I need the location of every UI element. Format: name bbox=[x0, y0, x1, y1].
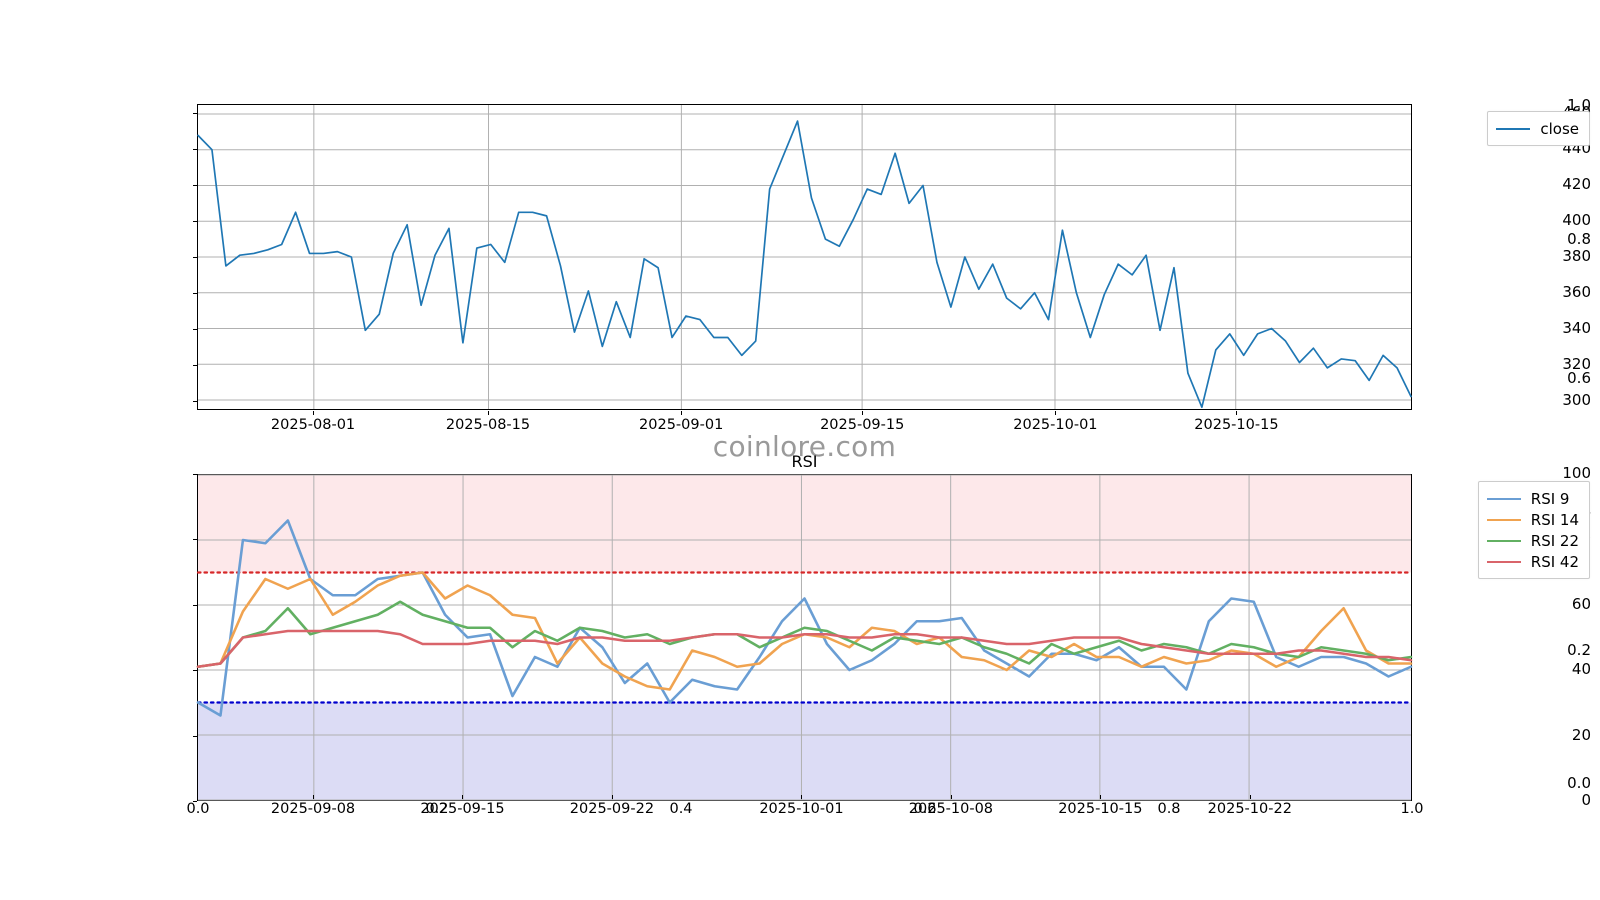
rsi-x-tick-mark bbox=[313, 795, 315, 799]
price-y-tick-mark bbox=[193, 293, 197, 294]
price-x-tick-mark bbox=[681, 411, 683, 415]
rsi-y-tick-mark bbox=[193, 801, 197, 802]
rsi-shaded-band bbox=[198, 702, 1411, 800]
legend-color-swatch bbox=[1486, 539, 1521, 542]
rsi-x-tick-label: 2025-10-15 bbox=[1058, 801, 1143, 817]
price-y-tick-label-overlay: 0.8 bbox=[1567, 230, 1591, 248]
rsi-shaded-band bbox=[198, 475, 1411, 573]
price-line-close bbox=[197, 120, 1412, 409]
rsi-y-tick-label: 100 bbox=[1562, 464, 1591, 482]
price-x-tick-label: 2025-09-15 bbox=[820, 417, 905, 433]
price-y-tick-label: 380 bbox=[1562, 247, 1591, 265]
price-y-tick-label-overlay: 0.6 bbox=[1567, 369, 1591, 387]
price-x-tick-mark bbox=[862, 411, 864, 415]
rsi-chart-panel bbox=[196, 474, 1413, 801]
watermark: coinlore.com bbox=[712, 430, 897, 463]
rsi-x-tick-label-overlay: 0.6 bbox=[913, 801, 937, 817]
rsi-x-tick-label: 2025-09-22 bbox=[569, 801, 655, 817]
price-plot-area bbox=[197, 105, 1412, 409]
price-legend: close bbox=[1487, 111, 1590, 146]
rsi-x-tick-label-overlay: 0.4 bbox=[669, 801, 693, 817]
price-y-tick-mark bbox=[193, 365, 197, 366]
rsi-x-tick-mark bbox=[801, 795, 803, 799]
price-y-tick-mark bbox=[193, 221, 197, 222]
rsi-x-tick-label: 2025-10-08 bbox=[908, 801, 994, 817]
price-y-tick-label: 300 bbox=[1562, 391, 1591, 409]
legend-item[interactable]: close bbox=[1496, 118, 1579, 139]
legend-item[interactable]: RSI 9 bbox=[1486, 488, 1579, 509]
price-x-tick-label: 2025-10-01 bbox=[1013, 417, 1098, 433]
rsi-line-rsi-42 bbox=[196, 629, 1413, 669]
rsi-y-tick-label: 20 bbox=[1571, 725, 1591, 744]
rsi-x-tick-mark bbox=[611, 795, 613, 799]
rsi-x-tick-mark bbox=[1249, 795, 1251, 799]
rsi-x-tick-label: 2025-09-08 bbox=[270, 801, 356, 817]
price-y-tick-mark bbox=[193, 329, 197, 330]
legend-item[interactable]: RSI 22 bbox=[1486, 530, 1579, 551]
legend-color-swatch bbox=[1486, 560, 1521, 563]
price-y-tick-label-overlay: 1.0 bbox=[1567, 96, 1591, 114]
rsi-x-tick-mark bbox=[1100, 795, 1102, 799]
rsi-y-tick-label: 60 bbox=[1571, 594, 1591, 613]
rsi-plot-area bbox=[196, 474, 1413, 801]
rsi-y-tick-mark bbox=[193, 539, 197, 541]
rsi-x-tick-label-overlay: 0.8 bbox=[1157, 801, 1181, 817]
price-y-tick-label: 420 bbox=[1562, 175, 1591, 193]
legend-label: RSI 22 bbox=[1530, 531, 1579, 550]
rsi-x-tick-label-overlay: 0.2 bbox=[425, 801, 449, 817]
legend-label: close bbox=[1540, 119, 1579, 138]
price-y-tick-mark bbox=[193, 185, 197, 186]
legend-color-swatch bbox=[1486, 497, 1521, 500]
price-y-tick-mark bbox=[193, 257, 197, 258]
price-y-tick-mark bbox=[193, 401, 197, 402]
legend-label: RSI 14 bbox=[1530, 510, 1579, 529]
price-x-tick-mark bbox=[1055, 411, 1057, 415]
rsi-legend: RSI 9 RSI 14 RSI 22 RSI 42 bbox=[1477, 481, 1590, 579]
price-x-tick-label: 2025-09-01 bbox=[639, 417, 724, 433]
legend-item[interactable]: RSI 42 bbox=[1486, 551, 1579, 572]
legend-item[interactable]: RSI 14 bbox=[1486, 509, 1579, 530]
rsi-y-tick-mark bbox=[193, 604, 197, 606]
price-y-tick-label: 400 bbox=[1562, 211, 1591, 229]
legend-color-swatch bbox=[1496, 127, 1531, 130]
rsi-y-tick-mark bbox=[193, 735, 197, 737]
price-y-tick-mark bbox=[193, 149, 197, 150]
price-x-tick-label: 2025-08-01 bbox=[270, 417, 356, 433]
price-y-tick-label: 340 bbox=[1562, 319, 1591, 337]
rsi-y-tick-mark bbox=[193, 670, 197, 672]
legend-color-swatch bbox=[1486, 518, 1521, 521]
rsi-x-tick-label-overlay: 1.0 bbox=[1400, 801, 1424, 817]
rsi-y-tick-label-overlay: 0.0 bbox=[1567, 774, 1591, 792]
rsi-x-tick-label: 2025-10-22 bbox=[1207, 801, 1292, 817]
price-x-tick-mark bbox=[313, 411, 315, 415]
price-chart-panel bbox=[197, 104, 1412, 410]
rsi-x-tick-mark bbox=[950, 795, 952, 799]
price-x-tick-mark bbox=[487, 411, 489, 415]
rsi-panel-title: RSI bbox=[791, 452, 818, 471]
rsi-y-tick-label-overlay: 0.2 bbox=[1567, 641, 1591, 659]
price-x-tick-mark bbox=[1236, 411, 1238, 415]
legend-label: RSI 42 bbox=[1530, 552, 1579, 571]
rsi-y-tick-label: 40 bbox=[1571, 660, 1591, 679]
price-y-tick-label: 360 bbox=[1562, 283, 1591, 301]
rsi-x-tick-mark bbox=[462, 795, 464, 799]
price-y-tick-label: 320 bbox=[1562, 355, 1591, 373]
legend-label: RSI 9 bbox=[1530, 489, 1570, 508]
rsi-x-tick-label-overlay: 0.0 bbox=[186, 801, 210, 817]
price-y-tick-mark bbox=[193, 113, 197, 114]
rsi-y-tick-mark bbox=[193, 474, 197, 475]
price-x-tick-label: 2025-10-15 bbox=[1194, 417, 1279, 433]
rsi-x-tick-label: 2025-09-15 bbox=[420, 801, 505, 817]
rsi-y-tick-label: 0 bbox=[1581, 791, 1591, 809]
price-x-tick-label: 2025-08-15 bbox=[445, 417, 531, 433]
rsi-x-tick-label: 2025-10-01 bbox=[759, 801, 844, 817]
